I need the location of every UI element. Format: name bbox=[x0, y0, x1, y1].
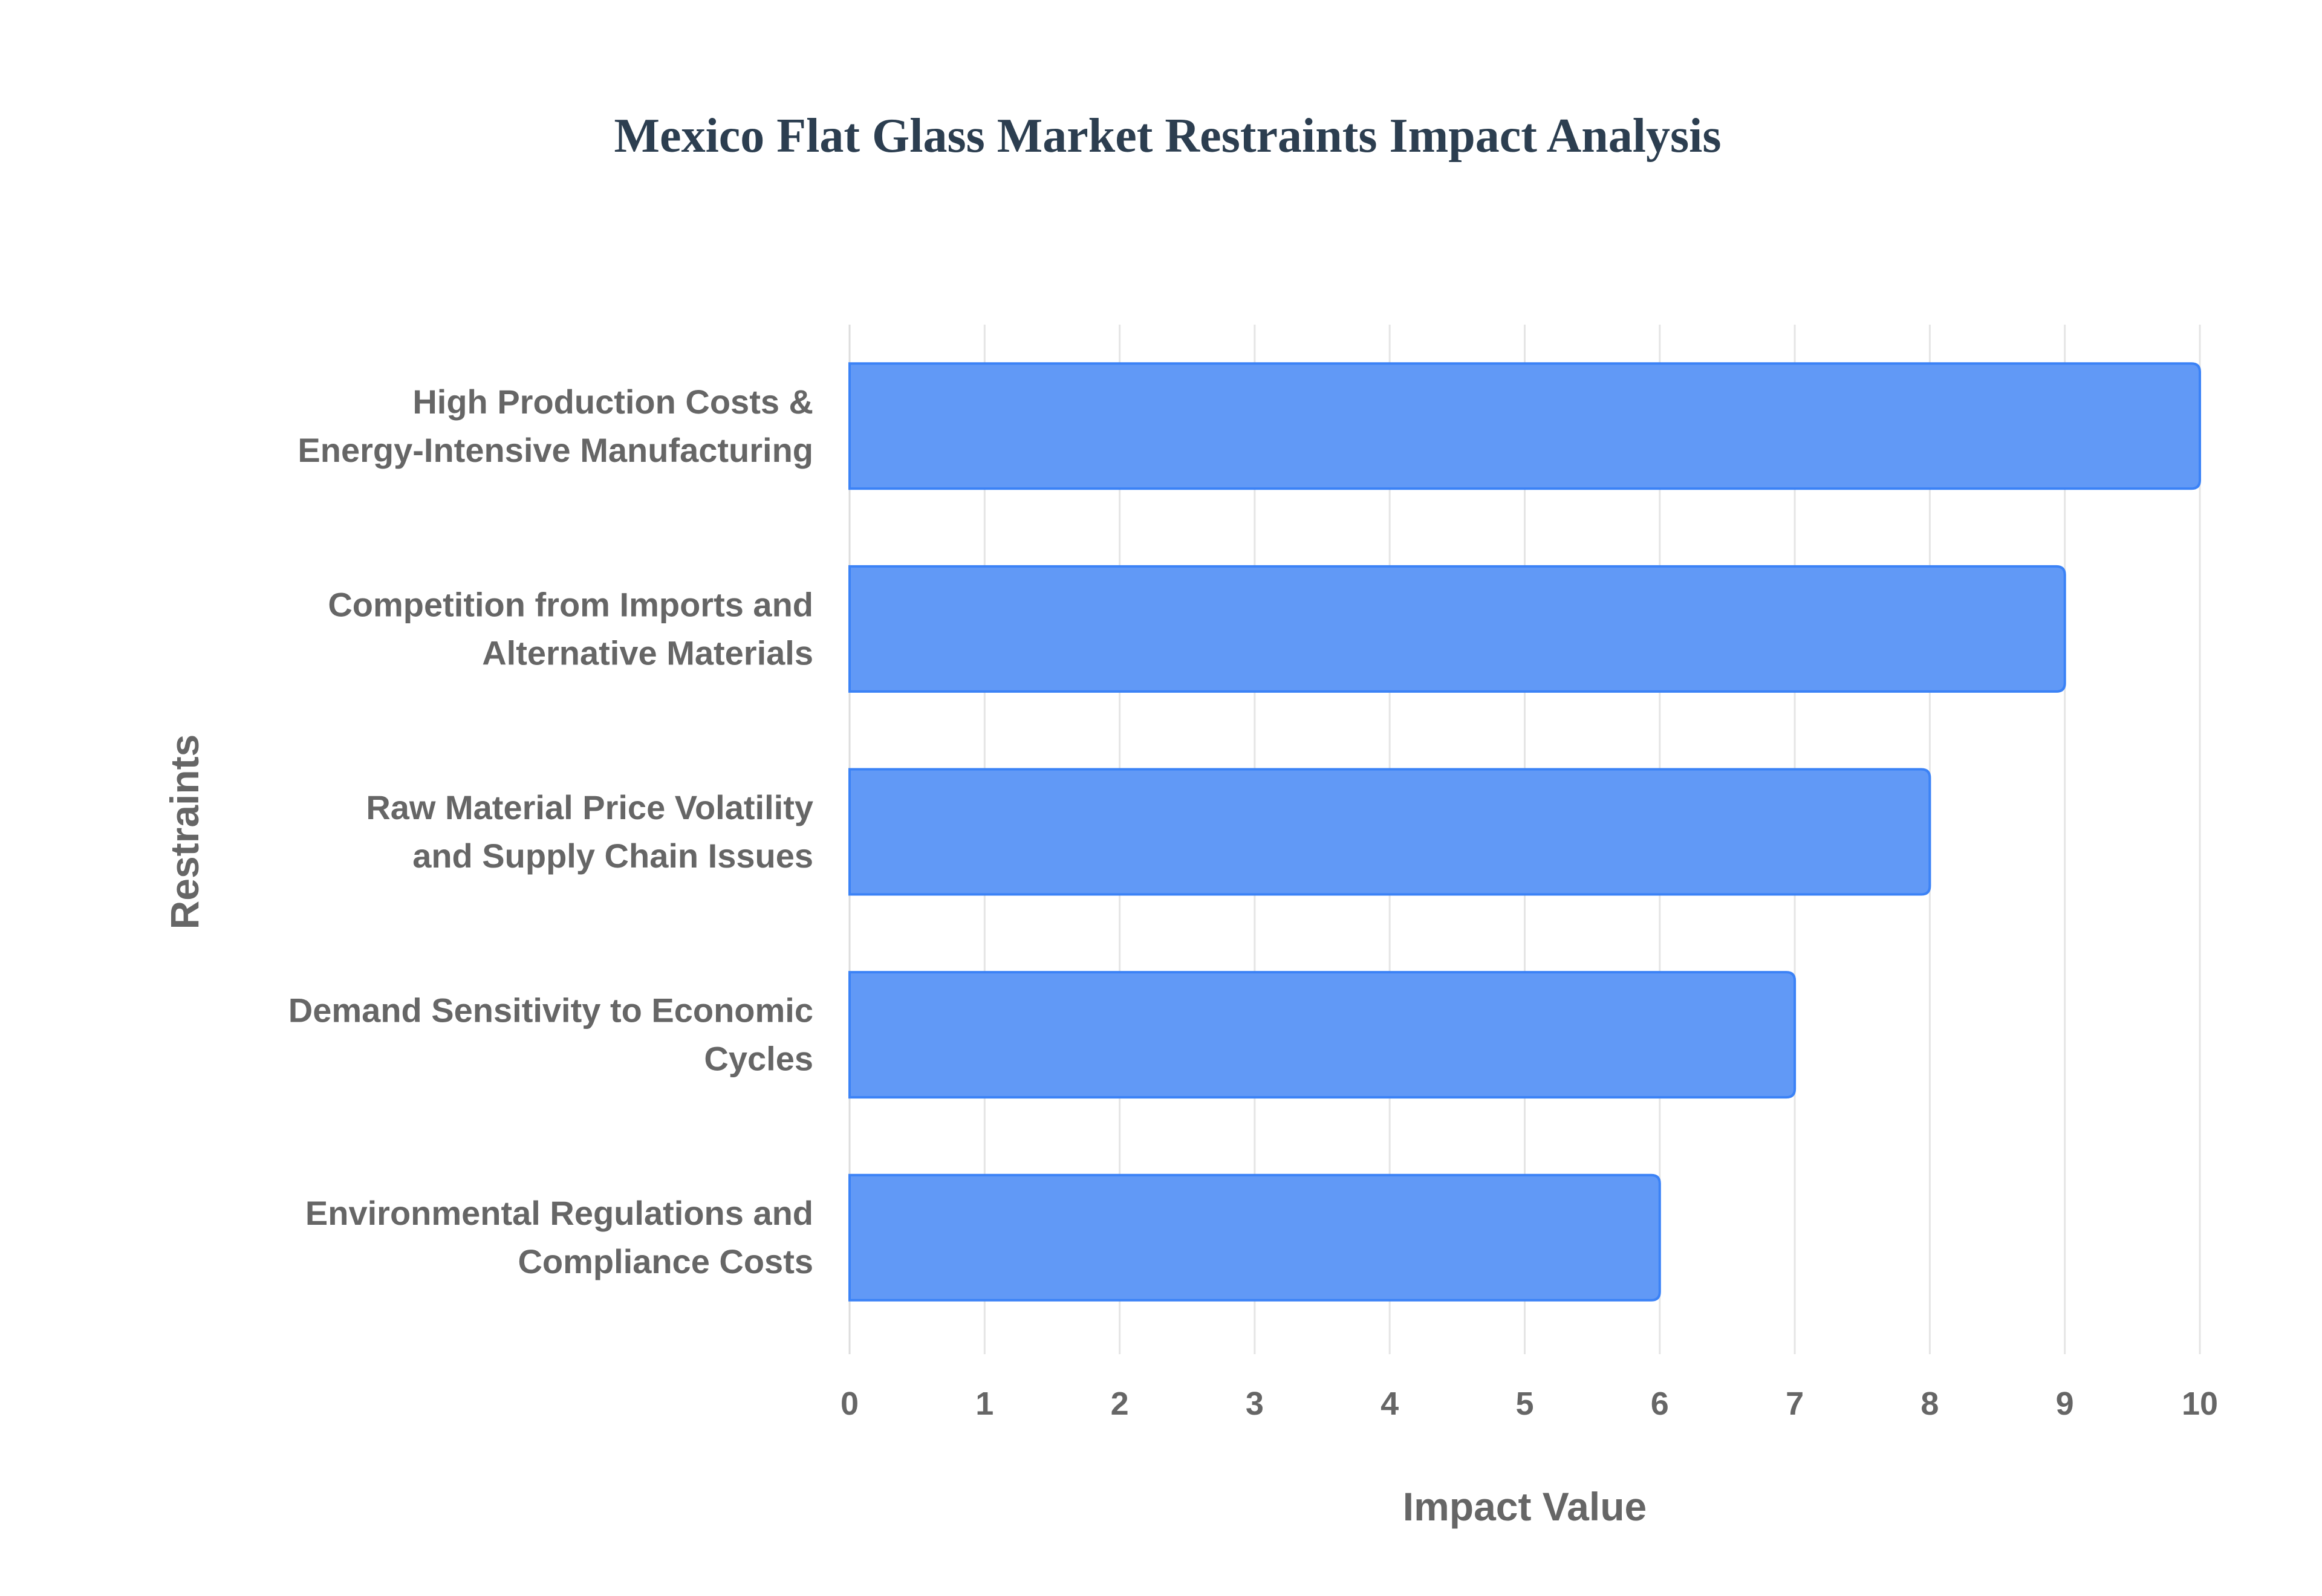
bar bbox=[848, 971, 1797, 1099]
y-category-label: Compliance Costs bbox=[518, 1242, 813, 1280]
x-tick-label: 2 bbox=[1111, 1386, 1129, 1422]
bar bbox=[848, 768, 1931, 896]
x-tick-label: 5 bbox=[1515, 1386, 1533, 1422]
chart-title: Mexico Flat Glass Market Restraints Impa… bbox=[614, 109, 1722, 163]
x-tick-label: 0 bbox=[841, 1386, 859, 1422]
y-category-label: Energy-Intensive Manufacturing bbox=[298, 431, 813, 469]
y-category-label: Environmental Regulations and bbox=[305, 1194, 813, 1232]
bar bbox=[848, 565, 2066, 693]
y-axis-title: Restraints bbox=[162, 735, 207, 930]
x-tick-label: 1 bbox=[975, 1386, 994, 1422]
x-tick-label: 9 bbox=[2056, 1386, 2074, 1422]
x-tick-label: 3 bbox=[1246, 1386, 1264, 1422]
y-category-label: and Supply Chain Issues bbox=[412, 837, 813, 875]
bar bbox=[848, 1173, 1661, 1302]
x-tick-label: 4 bbox=[1381, 1386, 1399, 1422]
x-tick-label: 8 bbox=[1920, 1386, 1939, 1422]
bar bbox=[848, 362, 2201, 490]
y-category-label: Demand Sensitivity to Economic bbox=[288, 991, 813, 1030]
x-tick-label: 6 bbox=[1651, 1386, 1669, 1422]
x-axis-title: Impact Value bbox=[1403, 1484, 1647, 1529]
y-category-label: Competition from Imports and bbox=[328, 585, 813, 623]
x-tick-label: 7 bbox=[1786, 1386, 1804, 1422]
y-category-label: Alternative Materials bbox=[482, 634, 813, 672]
y-category-label: Raw Material Price Volatility bbox=[366, 788, 813, 826]
y-category-label: Cycles bbox=[704, 1040, 813, 1078]
x-tick-label: 10 bbox=[2182, 1386, 2218, 1422]
y-category-label: High Production Costs & bbox=[412, 383, 813, 421]
